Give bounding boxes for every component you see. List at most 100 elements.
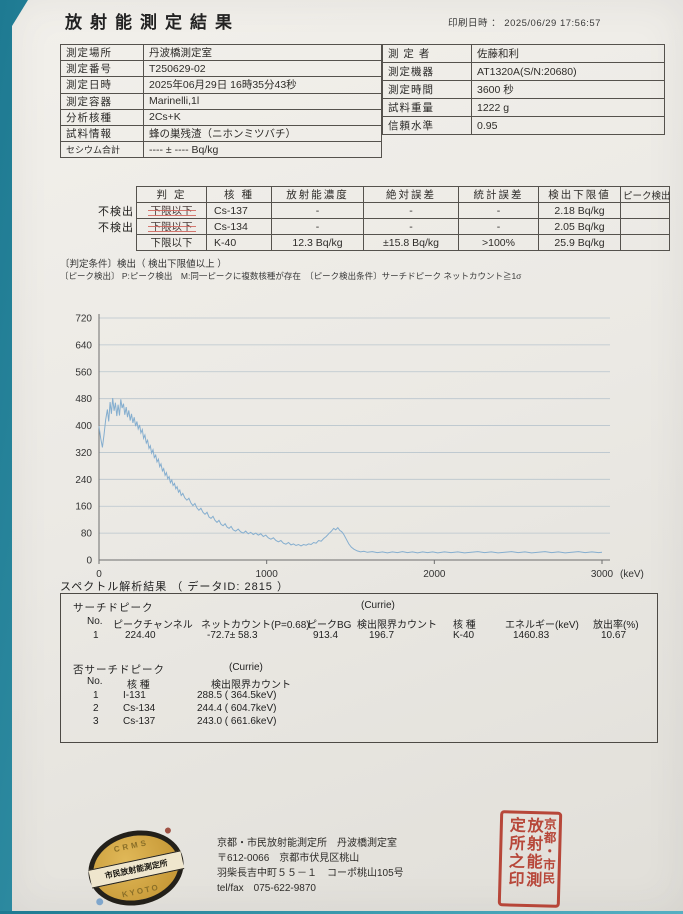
row-value: 蜂の巣残渣（ニホンミツバチ） [143,124,382,143]
unsearched-peak-label: 否サーチドピーク [73,664,165,676]
searched-peak-label: サーチドピーク [73,602,154,614]
peak-no: 1 [93,690,99,701]
svg-text:400: 400 [75,421,92,432]
phone-line: tel/fax 075-622-9870 [217,883,316,894]
results-header-row: 判 定 核 種 放射能濃度 絶対誤差 統計誤差 検出下限値 ピーク検出 [136,186,671,203]
peak-cell [620,202,670,219]
col-header: 放射能濃度 [271,186,364,203]
not-detected-annotation: 不検出 [98,222,134,234]
row-value: Marinelli,1l [143,92,382,110]
row-label: セシウム合計 [60,141,144,159]
page-title: 放射能測定結果 [65,13,240,32]
crms-oval-sticker: CRMS 市民放射能測定所 KYOTO [81,821,191,911]
table-row: 測定機器 AT1320A(S/N:20680) [382,62,665,81]
nuclide: I-131 [123,690,146,701]
table-row: 下限以下 Cs-134 - - - 2.05 Bq/kg [136,218,670,235]
table-row: 下限以下 K-40 12.3 Bq/kg ±15.8 Bq/kg >100% 2… [136,234,670,251]
lab-name-line: 京都・市民放射能測定所 丹波橋測定室 [217,838,397,849]
row-label: 分析核種 [60,108,144,126]
svg-text:0: 0 [96,569,102,580]
row-value: 2025年06月29日 16時35分43秒 [143,76,382,94]
seal-column: 定所之印 [505,816,525,889]
svg-text:3000: 3000 [591,569,614,580]
measurement-info-table: 測定場所 丹波橋測定室 測定番号 T250629-02 測定日時 2025年06月29… [60,43,382,159]
svg-text:560: 560 [75,367,92,378]
col-header: 検出限界カウント [357,620,437,631]
col-header: No. [87,616,103,627]
row-label: 測定機器 [382,62,472,81]
detection-limit-count: 244.4 ( 604.7keV) [197,703,277,714]
table-row: 試料情報 蜂の巣残渣（ニホンミツバチ） [60,124,382,143]
not-detected-annotation: 不検出 [98,206,134,218]
analysis-title: スペクトル解析結果 （ データID: 2815 ） [60,581,289,593]
row-label: 測定場所 [60,43,144,62]
nuclide: K-40 [453,630,475,641]
svg-text:320: 320 [75,448,92,459]
col-header: 核 種 [127,680,150,691]
svg-text:1000: 1000 [256,569,279,580]
table-row: 測 定 者佐藤和利 [382,44,665,63]
results-table: 判 定 核 種 放射能濃度 絶対誤差 統計誤差 検出下限値 ピーク検出 下限以下… [136,186,671,251]
detection-limit-count: 196.7 [369,630,395,641]
street-line: 羽柴長吉中町５５－１ コーポ桃山105号 [217,868,404,879]
judgement-condition-note: 〔判定条件〕検出（ 検出下限値以上 ） [60,259,227,270]
print-timestamp-value: 2025/06/29 17:56:57 [504,18,601,29]
net-count: -72.7± 58.3 [207,630,258,641]
peak-channel: 224.40 [125,630,156,641]
operator-info-table: 測 定 者佐藤和利 測定機器 AT1320A(S/N:20680) 測定時間 360… [382,44,665,135]
row-label: 試料重量 [382,98,472,117]
peak-cell [620,218,670,235]
peak-no: 3 [93,716,99,727]
judgement-cell: 下限以下 [136,218,207,235]
abs-error-cell: - [363,218,459,235]
row-value: 0.95 [471,116,665,135]
peak-no: 2 [93,703,99,714]
col-header: ピークBG [307,620,352,631]
row-label: 試料情報 [60,124,144,143]
col-header: 絶対誤差 [363,186,459,203]
currie-label: (Currie) [361,600,395,611]
nuclide-cell: Cs-137 [206,202,272,219]
struck-judgement: 下限以下 [147,221,196,233]
stat-error-cell: - [458,202,539,219]
emission-rate: 10.67 [601,630,627,641]
row-value: T250629-02 [143,60,382,78]
row-label: 信頼水準 [382,116,472,135]
seal-column: 京都・市民 [540,817,557,886]
col-header: 判 定 [136,186,207,203]
svg-text:(keV): (keV) [620,569,644,580]
peak-no: 1 [93,630,99,641]
lab-address-block: 京都・市民放射能測定所 丹波橋測定室 〒612-0066 京都市伏見区桃山 羽柴… [217,836,404,896]
table-row: セシウム合計 ---- ± ---- Bq/kg [60,141,382,159]
col-header: 放出率(%) [593,620,639,631]
peak-bg: 913.4 [313,630,339,641]
peak-cell [620,234,670,251]
peak-detection-note: 〔ピーク検出〕 P:ピーク検出 M:同一ピークに複数核種が存在 〔ピーク検出条件… [60,271,522,281]
sticker-blue-dot [95,897,104,906]
seal-column: 放射能測 [522,816,542,890]
table-row: 信頼水準 0.95 [382,116,665,135]
concentration-cell: - [271,218,364,235]
print-timestamp: 印刷日時 ： 2025/06/29 17:56:57 [448,15,601,29]
col-header: ピーク検出 [620,186,671,203]
col-header: 統計誤差 [458,186,539,203]
detection-limit-count: 288.5 ( 364.5keV) [197,690,277,701]
nuclide-cell: Cs-134 [206,218,272,235]
col-header: 核 種 [206,186,272,203]
svg-text:2000: 2000 [423,569,446,580]
svg-text:720: 720 [75,314,92,325]
row-label: 測定番号 [60,60,144,78]
svg-text:160: 160 [75,502,92,513]
nuclide: Cs-137 [123,716,156,727]
row-value: AT1320A(S/N:20680) [471,62,665,81]
postal-line: 〒612-0066 京都市伏見区桃山 [217,853,360,864]
row-value: 丹波橋測定室 [143,43,382,62]
analysis-box: サーチドピーク (Currie) No. ピークチャンネル ネットカウント(P=… [60,593,658,743]
detection-limit-cell: 25.9 Bq/kg [538,234,621,251]
col-header: 検出下限値 [538,186,621,203]
col-header: ピークチャンネル [113,620,193,631]
row-label: 測 定 者 [382,44,472,63]
judgement-cell: 下限以下 [136,234,207,251]
energy-kev: 1460.83 [513,630,550,641]
stat-error-cell: >100% [458,234,539,251]
